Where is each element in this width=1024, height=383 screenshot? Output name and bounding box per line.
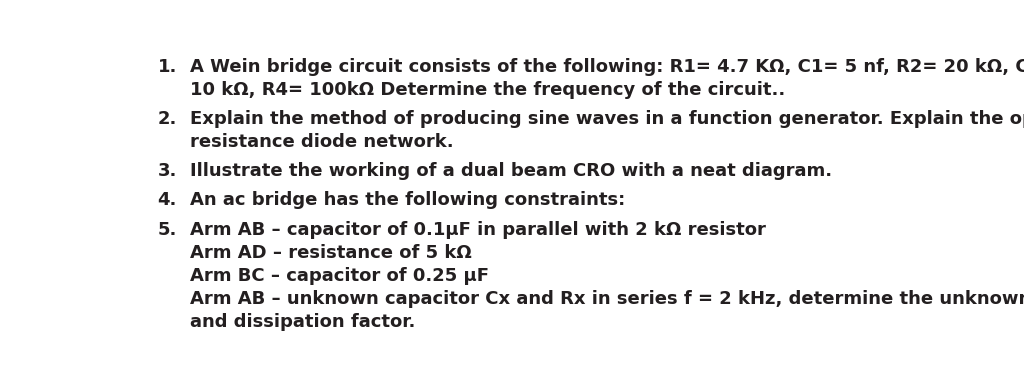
Text: Arm AD – resistance of 5 kΩ: Arm AD – resistance of 5 kΩ [190,244,472,262]
Text: Explain the method of producing sine waves in a function generator. Explain the : Explain the method of producing sine wav… [190,110,1024,128]
Text: 10 kΩ, R4= 100kΩ Determine the frequency of the circuit..: 10 kΩ, R4= 100kΩ Determine the frequency… [190,80,785,98]
Text: 3.: 3. [158,162,177,180]
Text: 2.: 2. [158,110,177,128]
Text: resistance diode network.: resistance diode network. [190,133,454,151]
Text: An ac bridge has the following constraints:: An ac bridge has the following constrain… [190,192,626,210]
Text: 1.: 1. [158,57,177,75]
Text: Illustrate the working of a dual beam CRO with a neat diagram.: Illustrate the working of a dual beam CR… [190,162,833,180]
Text: Arm BC – capacitor of 0.25 μF: Arm BC – capacitor of 0.25 μF [190,267,489,285]
Text: and dissipation factor.: and dissipation factor. [190,313,416,331]
Text: Arm AB – unknown capacitor Cx and Rx in series f = 2 kHz, determine the unknown : Arm AB – unknown capacitor Cx and Rx in … [190,290,1024,308]
Text: A Wein bridge circuit consists of the following: R1= 4.7 KΩ, C1= 5 nf, R2= 20 kΩ: A Wein bridge circuit consists of the fo… [190,57,1024,75]
Text: 4.: 4. [158,192,177,210]
Text: 5.: 5. [158,221,177,239]
Text: Arm AB – capacitor of 0.1μF in parallel with 2 kΩ resistor: Arm AB – capacitor of 0.1μF in parallel … [190,221,766,239]
